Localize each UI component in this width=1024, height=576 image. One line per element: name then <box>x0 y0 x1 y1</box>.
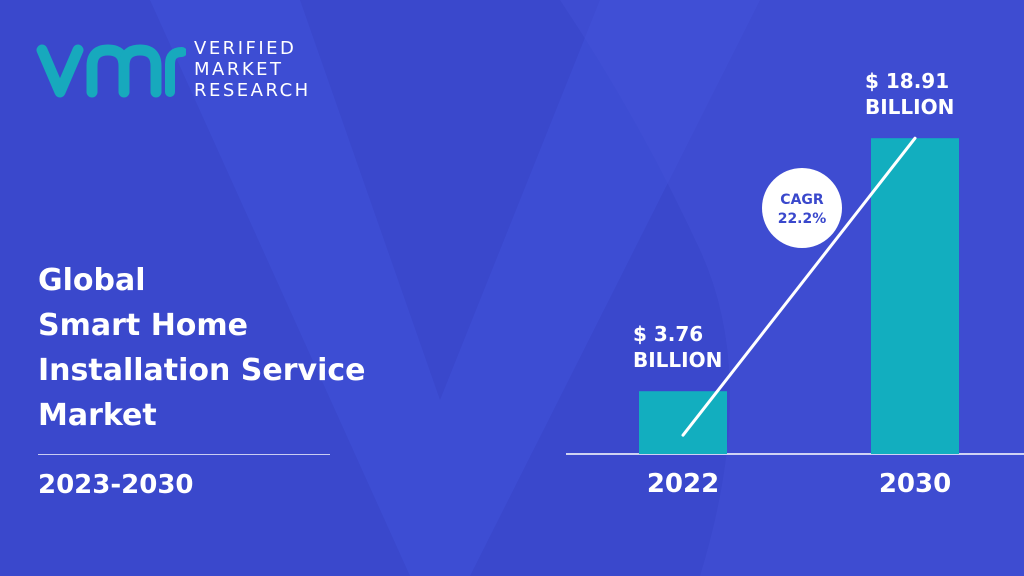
title-line-1: Global <box>38 263 146 298</box>
market-title: Global Smart Home Installation Service M… <box>38 258 458 438</box>
title-line-4: Market <box>38 398 157 433</box>
brand-line-2: MARKET <box>194 59 284 80</box>
title-line-3: Installation Service <box>38 353 366 388</box>
title-line-2: Smart Home <box>38 308 249 343</box>
bar-2022 <box>639 391 727 454</box>
cagr-badge <box>762 168 842 248</box>
forecast-period: 2023-2030 <box>38 470 194 500</box>
title-divider <box>38 454 330 455</box>
value-label-2022-unit: BILLION <box>633 348 722 372</box>
bar-2030 <box>871 138 959 454</box>
cagr-trend-line <box>681 136 917 437</box>
brand-logo: VERIFIED MARKET RESEARCH <box>36 36 326 106</box>
cagr-value: 22.2% <box>778 211 827 227</box>
brand-name: VERIFIED MARKET RESEARCH <box>194 38 311 101</box>
brand-line-1: VERIFIED <box>194 38 297 59</box>
category-label-2022: 2022 <box>647 469 719 499</box>
value-label-2030-unit: BILLION <box>865 95 954 119</box>
brand-line-3: RESEARCH <box>194 80 311 101</box>
value-label-2022-amount: $ 3.76 <box>633 322 703 346</box>
value-label-2030-amount: $ 18.91 <box>865 69 949 93</box>
category-label-2030: 2030 <box>879 469 951 499</box>
cagr-label: CAGR <box>780 192 824 208</box>
vmr-logo-icon <box>36 44 186 98</box>
